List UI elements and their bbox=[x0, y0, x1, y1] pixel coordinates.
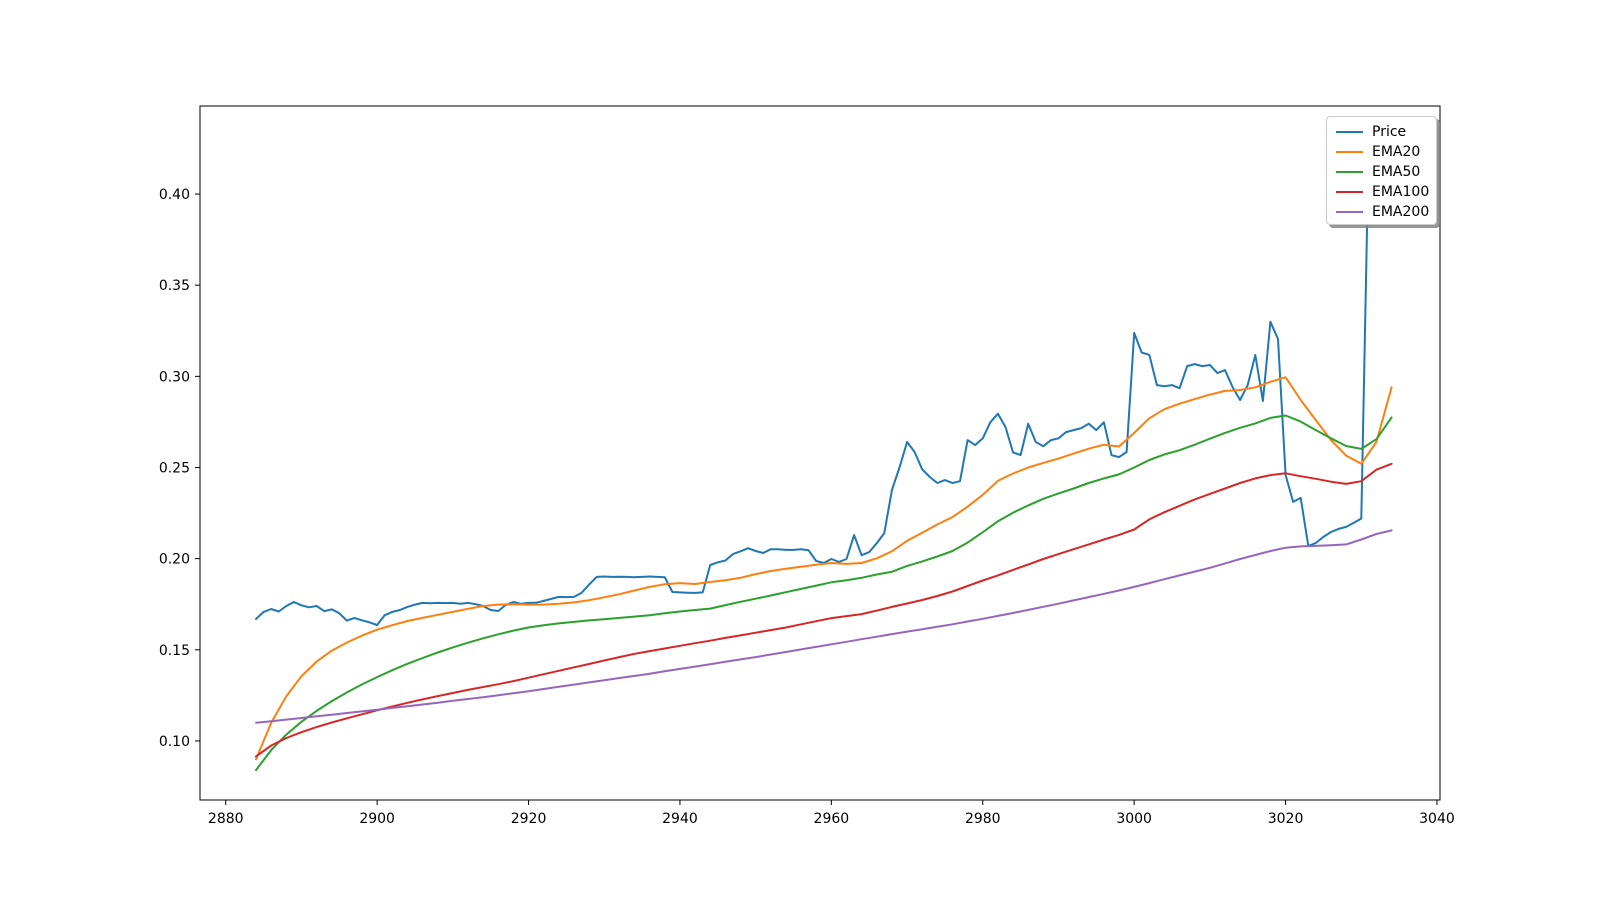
legend-label: EMA50 bbox=[1372, 164, 1421, 180]
legend-label: Price bbox=[1372, 124, 1407, 140]
ema20-line bbox=[255, 376, 1393, 761]
x-tick-label: 3040 bbox=[1419, 811, 1455, 827]
y-tick-label: 0.15 bbox=[159, 643, 190, 659]
legend-line-sample-ema50 bbox=[1336, 171, 1363, 173]
legend-line-sample-price bbox=[1336, 131, 1363, 133]
legend-entry-ema200: EMA200 bbox=[1336, 202, 1430, 222]
x-tick-label: 2920 bbox=[511, 811, 547, 827]
legend-line-sample-ema20 bbox=[1336, 151, 1363, 153]
legend-line-sample-ema100 bbox=[1336, 191, 1363, 193]
x-tick-label: 2880 bbox=[208, 811, 244, 827]
ema50-line bbox=[255, 414, 1393, 772]
x-tick-label: 3020 bbox=[1268, 811, 1304, 827]
y-tick-label: 0.10 bbox=[159, 734, 190, 750]
x-tick-label: 2960 bbox=[814, 811, 850, 827]
x-tick-label: 2940 bbox=[662, 811, 698, 827]
x-tick-label: 3000 bbox=[1116, 811, 1152, 827]
legend-line-sample-ema200 bbox=[1336, 211, 1363, 213]
y-tick-label: 0.30 bbox=[159, 369, 190, 385]
y-tick-label: 0.25 bbox=[159, 460, 190, 476]
legend-entry-ema50: EMA50 bbox=[1336, 162, 1427, 182]
y-tick-label: 0.40 bbox=[159, 187, 190, 203]
legend-label: EMA200 bbox=[1372, 204, 1430, 220]
ema100-line bbox=[255, 462, 1393, 758]
legend-entry-price: Price bbox=[1336, 122, 1427, 142]
legend: Price EMA20 EMA50 EMA100 EMA200 bbox=[1326, 116, 1437, 225]
plot-border bbox=[199, 105, 1441, 801]
ema200-line bbox=[255, 529, 1393, 724]
legend-entry-ema100: EMA100 bbox=[1336, 182, 1430, 202]
y-tick-label: 0.20 bbox=[159, 552, 190, 568]
legend-label: EMA20 bbox=[1372, 144, 1421, 160]
price-line bbox=[255, 137, 1393, 626]
x-tick-label: 2980 bbox=[965, 811, 1001, 827]
legend-entry-ema20: EMA20 bbox=[1336, 142, 1427, 162]
legend-label: EMA100 bbox=[1372, 184, 1430, 200]
x-tick-label: 2900 bbox=[359, 811, 395, 827]
y-tick-label: 0.35 bbox=[159, 278, 190, 294]
